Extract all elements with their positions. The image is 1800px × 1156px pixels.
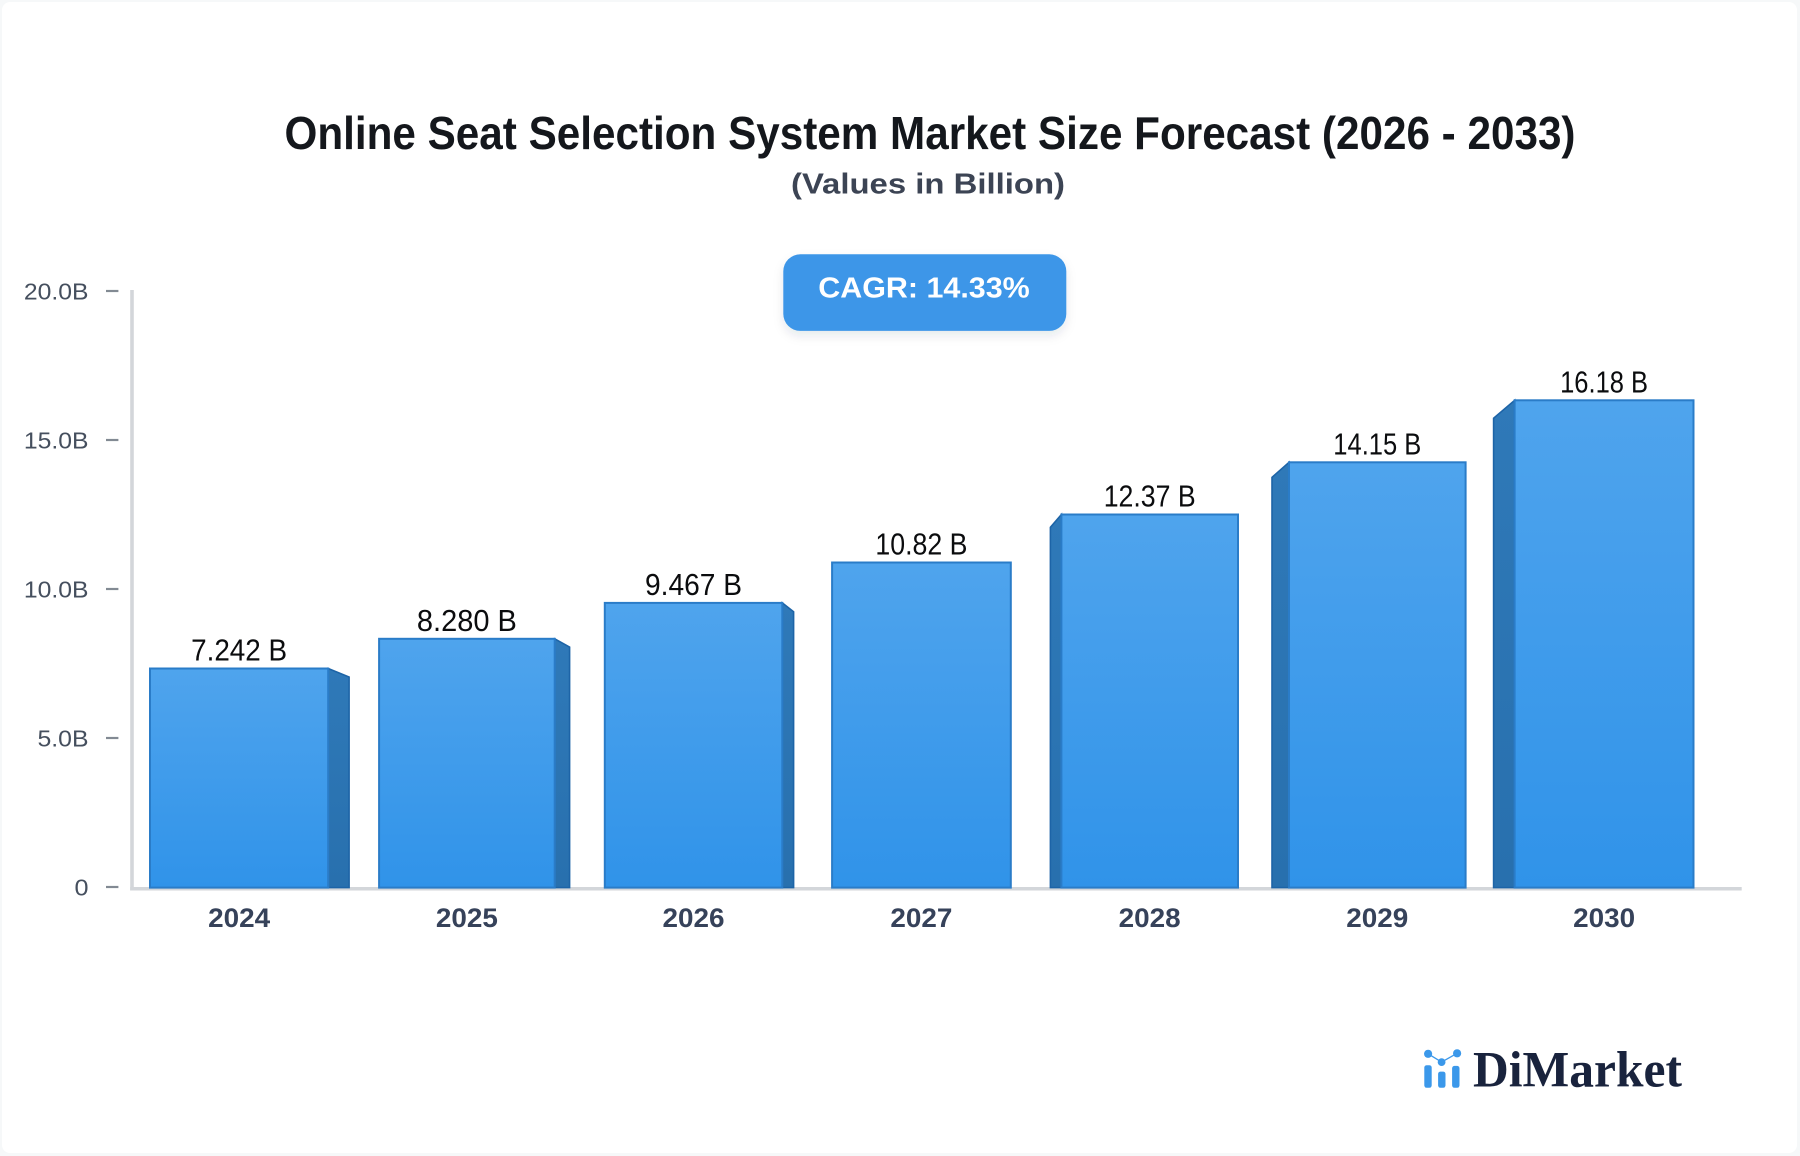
svg-text:12.37 B: 12.37 B — [1104, 479, 1196, 514]
svg-text:2029: 2029 — [1346, 903, 1408, 933]
svg-text:(Values in Billion): (Values in Billion) — [791, 169, 1065, 201]
svg-text:2030: 2030 — [1573, 903, 1635, 933]
svg-text:10.0B: 10.0B — [24, 576, 89, 602]
svg-text:CAGR: 14.33%: CAGR: 14.33% — [818, 273, 1030, 305]
svg-text:7.242 B: 7.242 B — [191, 633, 287, 668]
svg-text:2024: 2024 — [208, 903, 270, 933]
svg-text:9.467 B: 9.467 B — [645, 567, 742, 602]
svg-text:2027: 2027 — [890, 903, 952, 933]
svg-text:2028: 2028 — [1119, 903, 1181, 933]
svg-text:16.18 B: 16.18 B — [1560, 364, 1648, 399]
svg-text:15.0B: 15.0B — [24, 427, 89, 453]
svg-text:0: 0 — [75, 874, 89, 900]
svg-text:14.15 B: 14.15 B — [1333, 426, 1421, 461]
svg-text:8.280 B: 8.280 B — [417, 603, 517, 638]
svg-text:10.82 B: 10.82 B — [875, 527, 967, 562]
svg-text:2025: 2025 — [436, 903, 498, 933]
svg-text:2026: 2026 — [663, 903, 725, 933]
svg-text:DiMarket: DiMarket — [1473, 1043, 1682, 1099]
svg-text:5.0B: 5.0B — [38, 725, 89, 751]
svg-text:20.0B: 20.0B — [24, 278, 89, 304]
svg-text:Online Seat Selection System M: Online Seat Selection System Market Size… — [285, 107, 1576, 159]
